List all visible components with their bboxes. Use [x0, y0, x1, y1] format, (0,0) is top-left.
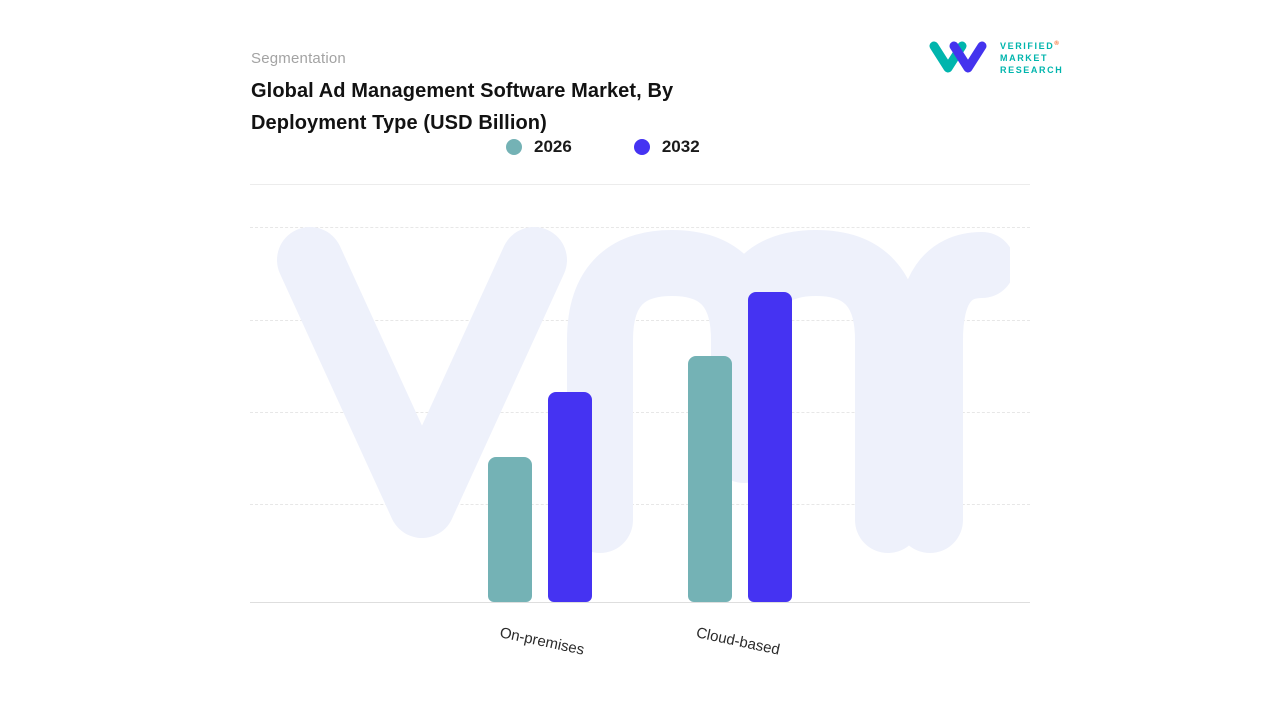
watermark-v	[277, 227, 567, 538]
gridline	[250, 412, 1030, 413]
bar-2026-cloud-based	[688, 356, 732, 602]
page-title: Global Ad Management Software Market, By…	[251, 75, 673, 139]
gridline	[250, 227, 1030, 228]
chart-title-line-2: Deployment Type (USD Billion)	[251, 112, 547, 134]
registered-trademark-icon: ®	[1054, 40, 1061, 47]
logo-word-research: RESEARCH	[1000, 64, 1064, 75]
logo-word-market: MARKET	[1000, 52, 1049, 63]
section-label: Segmentation	[251, 50, 346, 67]
chart-title-line-1: Global Ad Management Software Market, By	[251, 80, 674, 102]
category-label-on-premises: On-premises	[498, 624, 586, 659]
vmr-logo: VERIFIED® MARKET RESEARCH	[928, 38, 1063, 76]
chart-legend: 2026 2032	[506, 137, 700, 157]
bar-2032-cloud-based	[748, 292, 792, 602]
logo-word-verified-text: VERIFIED	[1000, 40, 1055, 51]
legend-dot-2026	[506, 139, 522, 155]
vmr-logo-mark	[929, 41, 987, 73]
bar-2026-on-premises	[488, 457, 532, 602]
bars-layer	[250, 207, 1030, 602]
legend-label-2026: 2026	[534, 137, 572, 156]
logo-word-verified: VERIFIED®	[1000, 39, 1063, 52]
plot-area	[250, 207, 1030, 603]
bar-2032-on-premises	[548, 392, 592, 602]
legend-dot-2032	[633, 139, 650, 155]
vmr-logo-wordmark: VERIFIED® MARKET RESEARCH	[1000, 39, 1063, 76]
category-label-cloud-based: Cloud-based	[694, 624, 782, 659]
gridline	[250, 320, 1030, 321]
watermark-r	[897, 232, 1010, 553]
gridline	[250, 504, 1030, 505]
legend-label-2032: 2032	[661, 137, 700, 156]
legend-item-2026[interactable]: 2026	[506, 137, 572, 157]
logo-m-stroke	[949, 41, 987, 73]
legend-item-2032[interactable]: 2032	[633, 137, 700, 157]
header-divider	[250, 184, 1030, 185]
